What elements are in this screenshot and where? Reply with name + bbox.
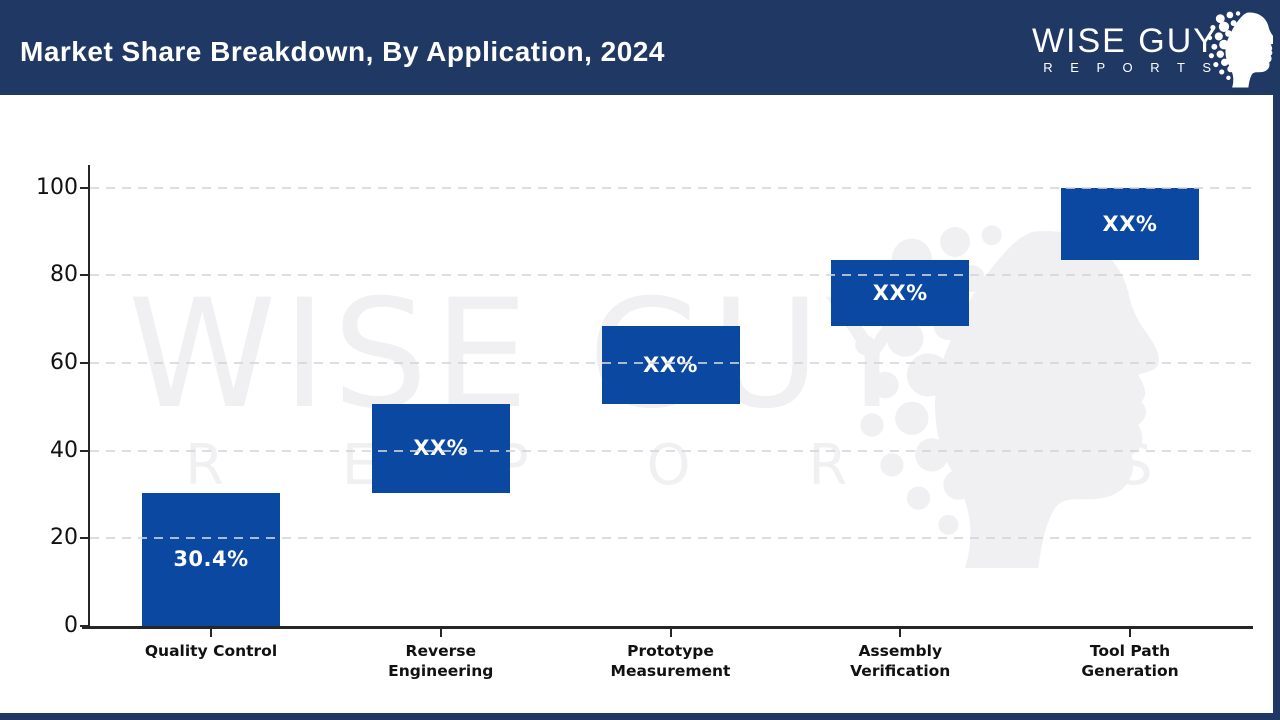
gridline-80 (90, 274, 1253, 277)
y-axis-line (88, 165, 90, 628)
x-tick-4 (899, 629, 902, 637)
y-tick-60 (80, 361, 88, 364)
y-tick-20 (80, 537, 88, 540)
logo-head-profile-icon (1207, 11, 1276, 88)
bar-prototype-measurement: XX% (601, 326, 740, 405)
bar-value-label: XX% (643, 353, 698, 378)
y-tick-100 (80, 186, 88, 189)
category-label-quality-control: Quality Control (144, 642, 278, 660)
category-label-prototype-measurement: Prototype Measurement (610, 642, 731, 680)
gridline-20 (90, 537, 1253, 540)
y-tick-label-100: 100 (36, 174, 78, 200)
x-tick-1 (210, 629, 212, 637)
y-tick-0 (80, 625, 88, 627)
gridline-40 (90, 449, 1253, 452)
header-bar: Market Share Breakdown, By Application, … (0, 0, 1280, 95)
category-label-tool-path-generation: Tool Path Generation (1081, 642, 1179, 680)
page-title: Market Share Breakdown, By Application, … (20, 36, 665, 67)
bar-assembly-verification: XX% (831, 259, 970, 327)
bar-value-label: XX% (872, 280, 928, 305)
x-tick-5 (1129, 629, 1131, 637)
y-tick-label-60: 60 (50, 349, 78, 375)
logo-text: WISE GUY R E P O R T S (1032, 24, 1218, 75)
y-tick-label-0: 0 (64, 613, 78, 638)
logo-wiseguy-text: WISE GUY (1031, 21, 1218, 60)
wise-guy-reports-logo: WISE GUY R E P O R T S (1032, 6, 1278, 92)
bar-quality-control: 30.4% (142, 492, 280, 626)
watermark-text-wiseguy: WISE GUY (128, 268, 924, 442)
gridline-60 (90, 361, 1253, 364)
bar-value-label: 30.4% (173, 547, 249, 572)
category-label-reverse-engineering: Reverse Engineering (388, 642, 494, 680)
bar-value-label: XX% (1102, 211, 1158, 236)
y-tick-label-40: 40 (50, 437, 78, 463)
bottom-edge-strip (0, 713, 1280, 720)
y-tick-40 (80, 449, 88, 452)
y-tick-80 (80, 274, 88, 277)
y-tick-label-20: 20 (50, 525, 78, 551)
x-axis-line (82, 626, 1253, 629)
x-tick-2 (439, 629, 442, 637)
category-label-assembly-verification: Assembly Verification (850, 642, 951, 680)
bar-value-label: XX% (413, 436, 469, 461)
right-edge-strip (1273, 0, 1280, 720)
gridline-100 (90, 186, 1253, 189)
bar-reverse-engineering: XX% (371, 404, 510, 493)
y-tick-label-80: 80 (50, 262, 78, 288)
bar-tool-path-generation: XX% (1061, 187, 1199, 260)
x-tick-3 (669, 629, 672, 637)
logo-reports-text: R E P O R T S (1043, 59, 1218, 75)
